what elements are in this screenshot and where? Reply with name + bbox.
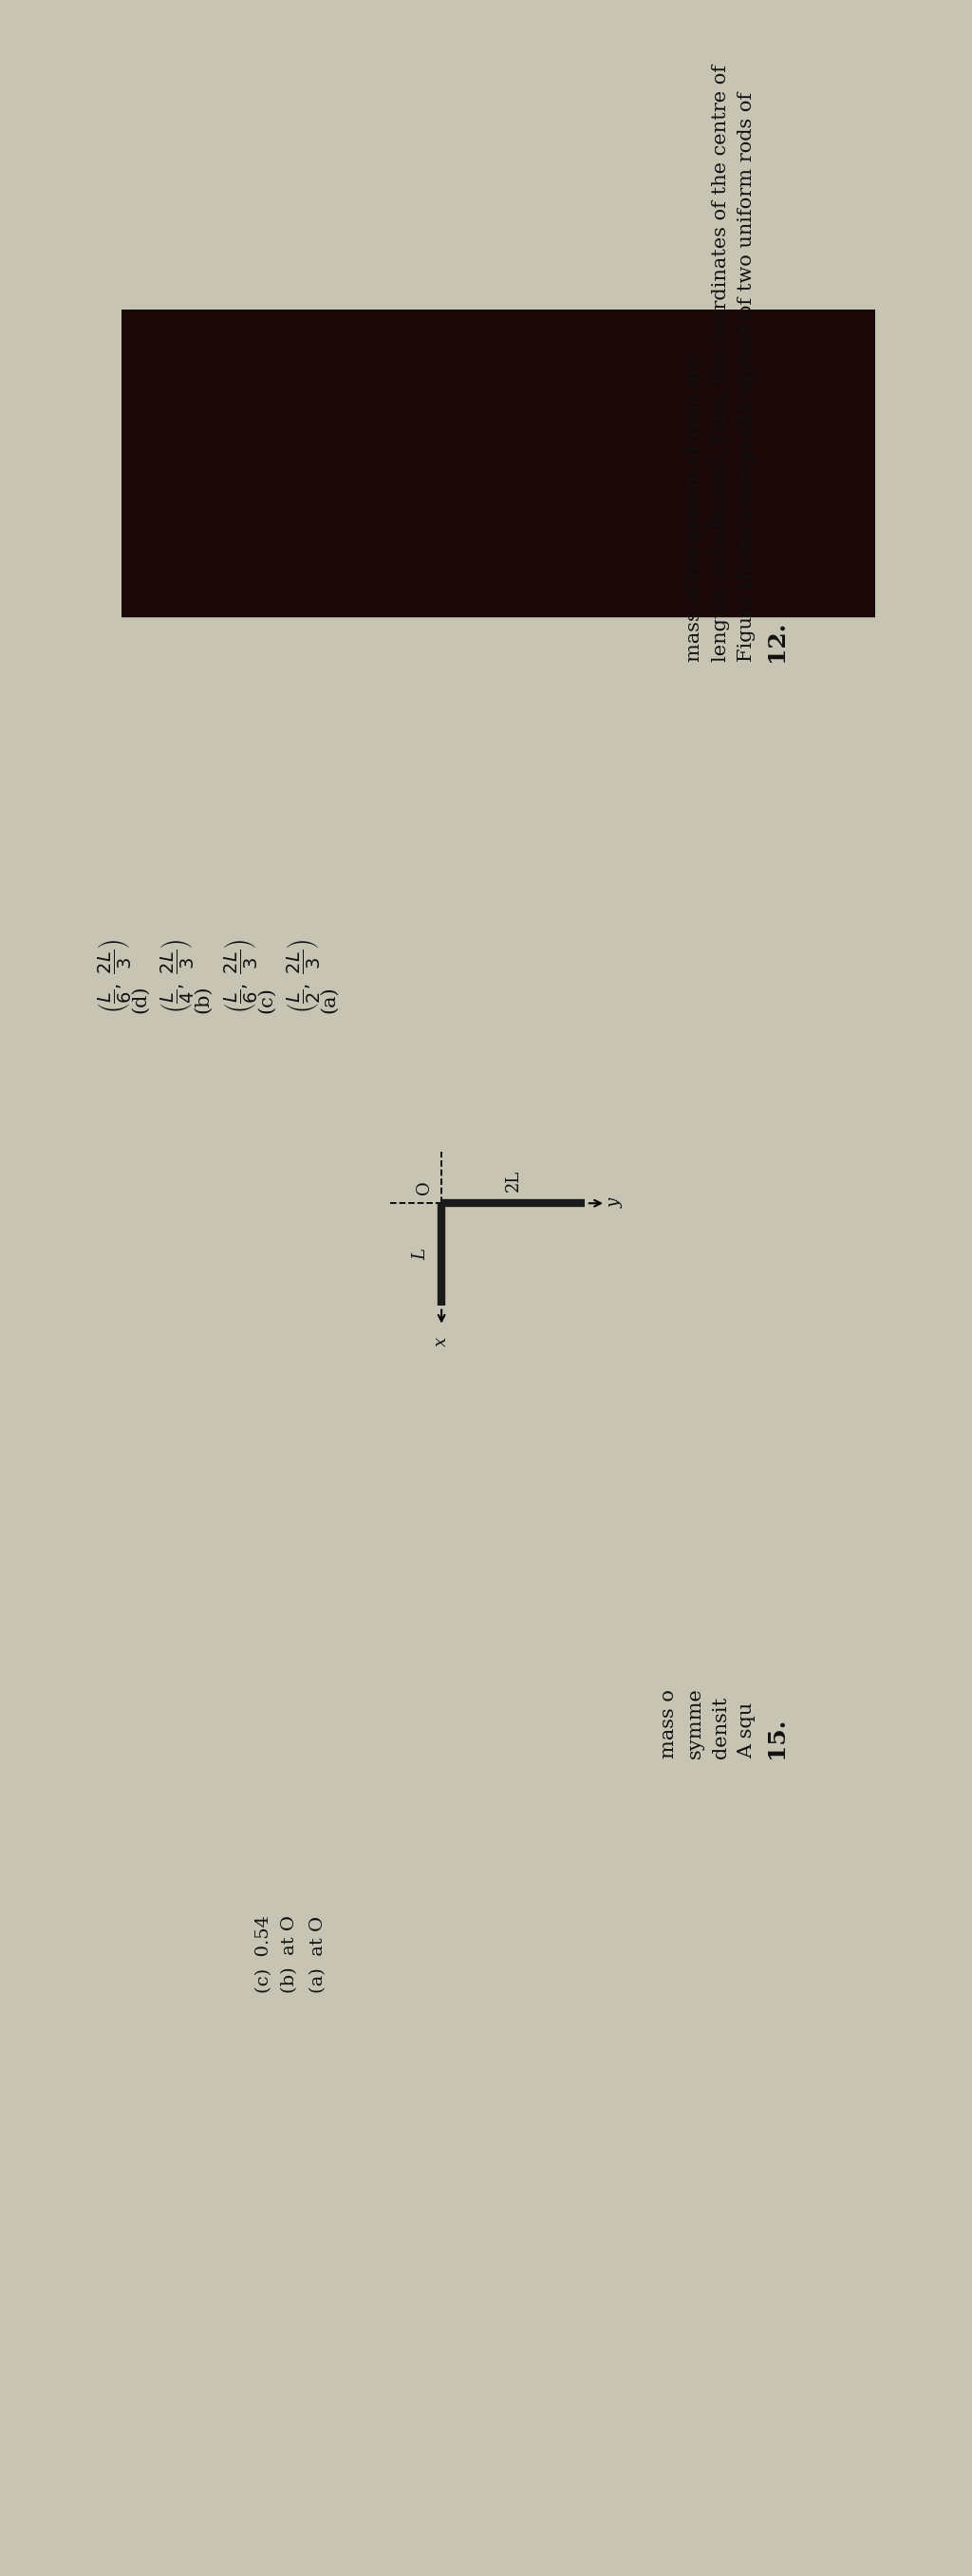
Text: 12.: 12. (765, 621, 788, 662)
Text: L: L (413, 1249, 430, 1260)
Text: densit: densit (712, 1698, 730, 1759)
Text: mass of the system of rods are: mass of the system of rods are (685, 355, 704, 662)
Bar (122, 309, 875, 616)
Text: Figure shows a composite system of two uniform rods of: Figure shows a composite system of two u… (737, 93, 755, 662)
Text: (c)  0.54: (c) 0.54 (256, 1914, 272, 1994)
Text: A squ: A squ (737, 1703, 755, 1759)
Text: (c): (c) (258, 987, 276, 1012)
Text: x: x (433, 1337, 450, 1345)
Text: $\left(\dfrac{L}{6},\ \dfrac{2L}{3}\right)$: $\left(\dfrac{L}{6},\ \dfrac{2L}{3}\righ… (223, 938, 260, 1012)
Text: $\left(\dfrac{L}{6},\ \dfrac{2L}{3}\right)$: $\left(\dfrac{L}{6},\ \dfrac{2L}{3}\righ… (96, 938, 133, 1012)
Text: (d): (d) (131, 984, 149, 1012)
Text: 2L: 2L (504, 1170, 522, 1193)
Text: $\left(\dfrac{L}{4},\ \dfrac{2L}{3}\right)$: $\left(\dfrac{L}{4},\ \dfrac{2L}{3}\righ… (158, 938, 195, 1012)
Text: O: O (416, 1180, 433, 1195)
Text: mass o: mass o (660, 1690, 678, 1759)
Text: $\left(\dfrac{L}{2},\ \dfrac{2L}{3}\right)$: $\left(\dfrac{L}{2},\ \dfrac{2L}{3}\righ… (285, 938, 322, 1012)
Text: y: y (606, 1198, 623, 1208)
Text: (a)  at O: (a) at O (309, 1917, 327, 1994)
Text: (a): (a) (320, 987, 338, 1012)
Text: (b)  at O: (b) at O (281, 1914, 298, 1994)
Text: (b): (b) (193, 984, 212, 1012)
Text: 15.: 15. (765, 1718, 788, 1759)
Text: symme: symme (685, 1687, 704, 1759)
Text: lengths as indicated. Then, the coordinates of the centre of: lengths as indicated. Then, the coordina… (712, 64, 730, 662)
